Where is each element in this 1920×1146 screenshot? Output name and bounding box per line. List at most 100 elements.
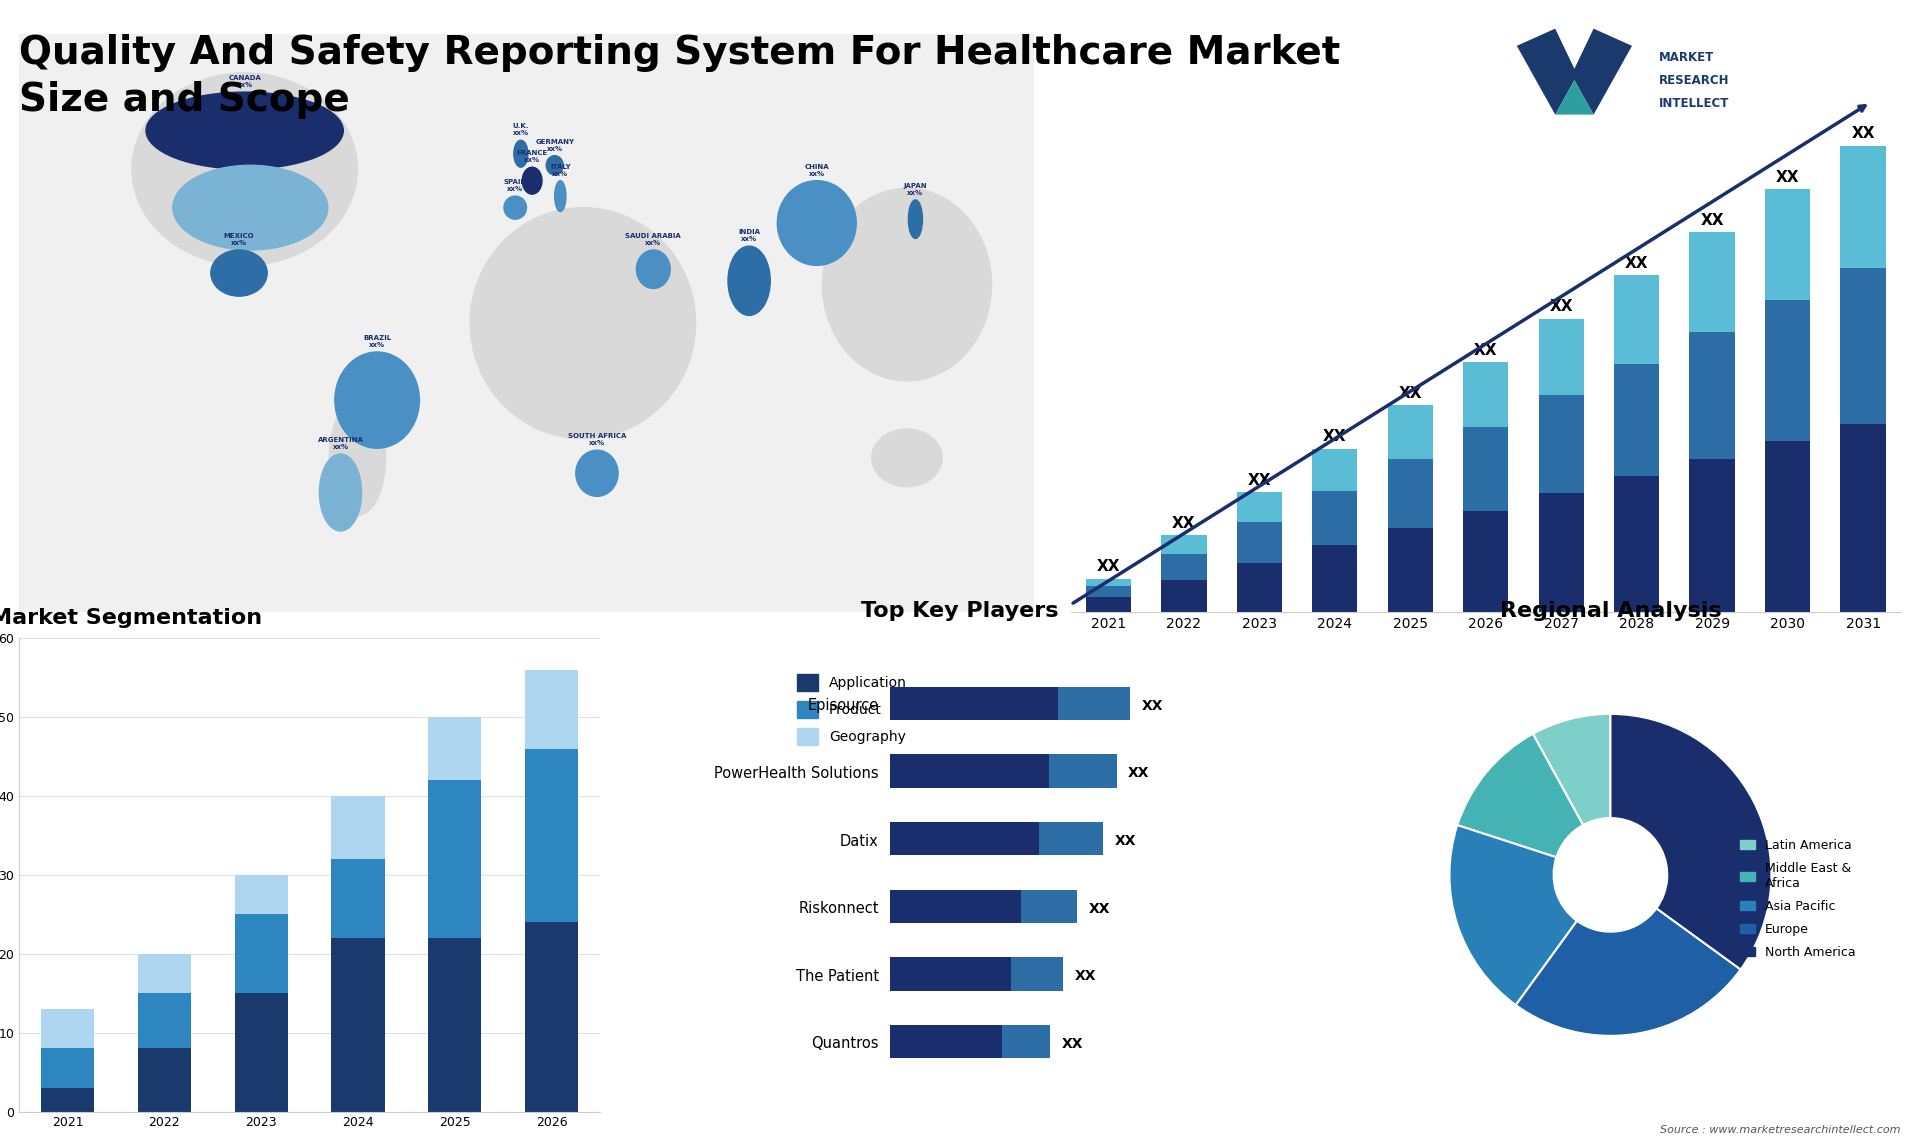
Bar xyxy=(332,796,384,860)
Text: XX: XX xyxy=(1624,257,1649,272)
Bar xyxy=(1311,545,1357,612)
Bar xyxy=(1615,476,1659,612)
Text: XX: XX xyxy=(1129,767,1150,780)
Text: XX: XX xyxy=(1142,699,1164,713)
Title: Regional Analysis: Regional Analysis xyxy=(1500,602,1720,621)
Text: RESEARCH: RESEARCH xyxy=(1659,73,1730,87)
FancyBboxPatch shape xyxy=(1021,889,1077,923)
Legend: Latin America, Middle East &
Africa, Asia Pacific, Europe, North America: Latin America, Middle East & Africa, Asi… xyxy=(1736,833,1860,964)
Ellipse shape xyxy=(503,196,526,219)
Text: INDIA
xx%: INDIA xx% xyxy=(737,229,760,242)
Text: XX: XX xyxy=(1549,299,1572,314)
Bar xyxy=(1463,362,1509,427)
Text: XX: XX xyxy=(1075,970,1096,983)
Wedge shape xyxy=(1515,909,1741,1036)
Ellipse shape xyxy=(173,165,328,250)
Bar xyxy=(40,1008,94,1049)
Ellipse shape xyxy=(211,250,267,296)
Ellipse shape xyxy=(778,181,856,266)
Text: Riskonnect: Riskonnect xyxy=(799,901,879,916)
Text: XX: XX xyxy=(1171,516,1196,531)
FancyBboxPatch shape xyxy=(891,754,1048,787)
Text: Episource: Episource xyxy=(808,698,879,713)
Text: BRAZIL
xx%: BRAZIL xx% xyxy=(363,335,392,348)
FancyBboxPatch shape xyxy=(891,686,1058,720)
Text: Quantros: Quantros xyxy=(810,1036,879,1052)
Title: Top Key Players: Top Key Players xyxy=(862,602,1058,621)
Bar xyxy=(524,923,578,1112)
Bar xyxy=(1841,424,1885,612)
Bar xyxy=(1463,427,1509,511)
Bar xyxy=(1087,586,1131,597)
Wedge shape xyxy=(1532,714,1611,825)
Text: FRANCE
xx%: FRANCE xx% xyxy=(516,150,547,164)
Text: ARGENTINA
xx%: ARGENTINA xx% xyxy=(317,437,363,450)
Text: GERMANY
xx%: GERMANY xx% xyxy=(536,139,574,151)
Ellipse shape xyxy=(328,400,386,516)
Bar xyxy=(1764,300,1811,441)
Bar xyxy=(1463,511,1509,612)
Text: Market Segmentation: Market Segmentation xyxy=(0,609,263,628)
Bar xyxy=(1087,597,1131,612)
Bar xyxy=(138,1049,190,1112)
Wedge shape xyxy=(1457,733,1584,857)
Bar xyxy=(1764,189,1811,300)
Bar xyxy=(1162,580,1206,612)
Ellipse shape xyxy=(576,450,618,496)
Ellipse shape xyxy=(545,156,563,175)
Ellipse shape xyxy=(515,140,528,167)
FancyBboxPatch shape xyxy=(1058,686,1129,720)
Bar xyxy=(1236,492,1283,523)
Legend: Application, Product, Geography: Application, Product, Geography xyxy=(791,669,912,751)
Wedge shape xyxy=(1611,714,1772,970)
Bar xyxy=(428,717,482,780)
Bar xyxy=(1615,275,1659,363)
Text: PowerHealth Solutions: PowerHealth Solutions xyxy=(714,766,879,780)
Text: XX: XX xyxy=(1248,472,1271,488)
Ellipse shape xyxy=(132,73,357,266)
Ellipse shape xyxy=(470,207,695,439)
FancyBboxPatch shape xyxy=(891,957,1012,990)
FancyBboxPatch shape xyxy=(1048,754,1117,787)
Bar xyxy=(1087,579,1131,586)
Bar xyxy=(1388,528,1432,612)
Text: CANADA
xx%: CANADA xx% xyxy=(228,76,261,88)
Text: MARKET: MARKET xyxy=(1659,50,1715,64)
Ellipse shape xyxy=(822,188,991,380)
Text: The Patient: The Patient xyxy=(795,968,879,983)
Bar xyxy=(1690,458,1736,612)
FancyBboxPatch shape xyxy=(1012,957,1064,990)
Bar xyxy=(234,994,288,1112)
Text: U.K.
xx%: U.K. xx% xyxy=(513,124,530,136)
Bar xyxy=(1538,494,1584,612)
Bar xyxy=(428,780,482,937)
Text: XX: XX xyxy=(1116,834,1137,848)
Text: XX: XX xyxy=(1089,902,1110,916)
FancyBboxPatch shape xyxy=(1002,1025,1050,1058)
Bar xyxy=(40,1088,94,1112)
Ellipse shape xyxy=(636,250,670,289)
Text: XX: XX xyxy=(1851,126,1874,141)
Bar xyxy=(1764,441,1811,612)
Bar xyxy=(1538,395,1584,494)
Ellipse shape xyxy=(334,352,419,448)
FancyBboxPatch shape xyxy=(891,889,1021,923)
Bar xyxy=(1690,233,1736,332)
Text: Datix: Datix xyxy=(839,833,879,848)
Bar xyxy=(138,994,190,1049)
Text: Quality And Safety Reporting System For Healthcare Market
Size and Scope: Quality And Safety Reporting System For … xyxy=(19,34,1340,119)
Text: ITALY
xx%: ITALY xx% xyxy=(549,164,570,176)
Polygon shape xyxy=(1517,29,1632,115)
Bar xyxy=(1162,554,1206,580)
Text: SPAIN
xx%: SPAIN xx% xyxy=(503,179,526,193)
Bar xyxy=(1236,523,1283,563)
FancyBboxPatch shape xyxy=(891,822,1039,855)
Bar xyxy=(1841,146,1885,268)
Bar xyxy=(1841,268,1885,424)
Text: U.S.
xx%: U.S. xx% xyxy=(242,149,259,162)
Text: CHINA
xx%: CHINA xx% xyxy=(804,164,829,176)
Bar xyxy=(1690,332,1736,458)
Ellipse shape xyxy=(319,454,361,531)
Wedge shape xyxy=(1450,825,1576,1005)
Text: XX: XX xyxy=(1323,430,1346,445)
